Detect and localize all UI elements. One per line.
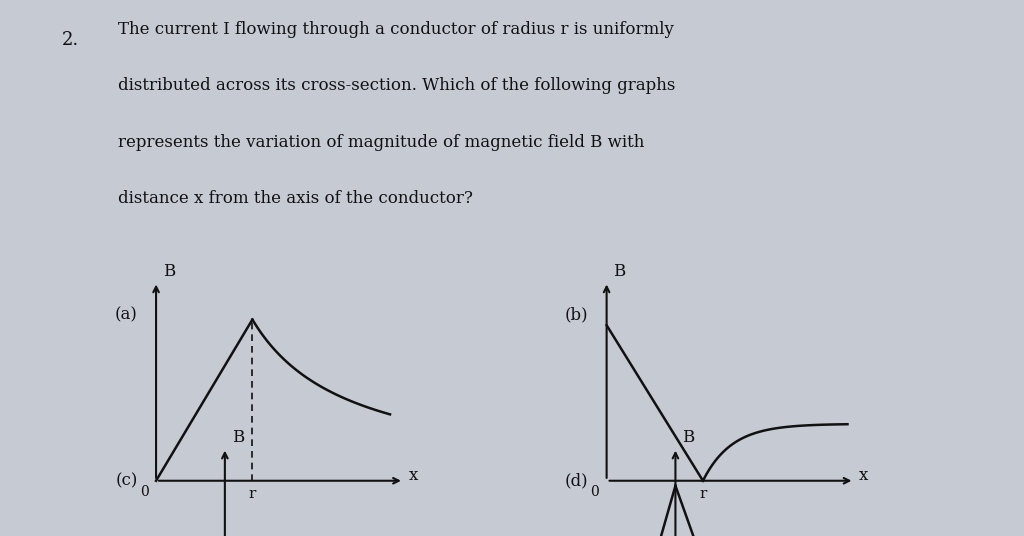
Text: B: B <box>163 263 175 280</box>
Text: x: x <box>859 466 868 483</box>
Text: 2.: 2. <box>61 31 79 49</box>
Text: 0: 0 <box>140 485 148 499</box>
Text: The current I flowing through a conductor of radius r is uniformly: The current I flowing through a conducto… <box>118 20 674 38</box>
Text: x: x <box>409 466 418 483</box>
Text: B: B <box>682 429 694 446</box>
Text: r: r <box>249 487 256 501</box>
Text: (c): (c) <box>116 473 137 490</box>
Text: represents the variation of magnitude of magnetic field B with: represents the variation of magnitude of… <box>118 134 644 151</box>
Text: distance x from the axis of the conductor?: distance x from the axis of the conducto… <box>118 190 473 207</box>
Text: B: B <box>613 263 626 280</box>
Text: (d): (d) <box>564 473 588 490</box>
Text: (b): (b) <box>564 307 588 324</box>
Text: 0: 0 <box>591 485 599 499</box>
Text: (a): (a) <box>115 307 137 324</box>
Text: distributed across its cross-section. Which of the following graphs: distributed across its cross-section. Wh… <box>118 77 675 94</box>
Text: B: B <box>231 429 244 446</box>
Text: r: r <box>699 487 707 501</box>
